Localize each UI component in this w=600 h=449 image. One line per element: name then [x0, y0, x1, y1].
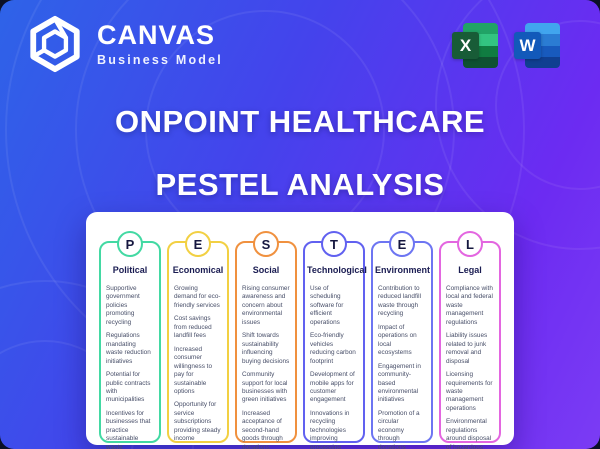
list-item: Use of scheduling software for efficient… [310, 285, 344, 326]
list-item: Supportive government policies promoting… [106, 285, 140, 326]
list-item: Liability issues related to junk removal… [446, 332, 488, 365]
column-items: Growing demand for eco-friendly services… [169, 285, 227, 449]
word-sheet-bands [525, 23, 560, 68]
page-title: ONPOINT HEALTHCARE [114, 104, 486, 139]
column-title: Social [252, 265, 280, 275]
excel-sheet-bands [463, 23, 498, 68]
pestel-columns: P Political Supportive government polici… [86, 212, 514, 449]
column-items: Rising consumer awareness and concern ab… [237, 285, 295, 449]
column-economical: E Economical Growing demand for eco-frie… [167, 231, 229, 449]
page-subtitle: PESTEL ANALYSIS [155, 167, 445, 202]
list-item: Development of mobile apps for customer … [310, 371, 355, 404]
letter-badge-l: L [457, 231, 483, 257]
list-item: Impact of operations on local ecosystems [378, 323, 417, 357]
list-item: Contribution to reduced landfill waste t… [378, 285, 421, 318]
list-item: Opportunity for service subscriptions pr… [174, 401, 221, 443]
brand-logo[interactable]: CANVAS Business Model [26, 15, 223, 73]
list-item: Innovations in recycling technologies im… [310, 409, 350, 449]
letter-badge-t: T [321, 231, 347, 257]
list-item: Compliance with local and federal waste … [446, 285, 493, 326]
column-legal: L Legal Compliance with local and federa… [439, 231, 501, 449]
letter-badge-s: S [253, 231, 279, 257]
brand-text-block: CANVAS Business Model [97, 19, 223, 67]
list-item: Rising consumer awareness and concern ab… [242, 285, 290, 326]
list-item: Potential for public contracts with muni… [106, 371, 151, 404]
list-item: Regulations mandating waste reduction in… [106, 332, 151, 365]
brand-tagline: Business Model [97, 52, 223, 67]
list-item: Engagement in community-based environmen… [378, 362, 421, 404]
column-title: Environment [375, 265, 431, 275]
pestel-card: P Political Supportive government polici… [86, 212, 514, 449]
list-item: Increased acceptance of second-hand good… [242, 409, 283, 449]
word-icon[interactable]: W [514, 23, 560, 68]
column-items: Contribution to reduced landfill waste t… [373, 285, 431, 449]
column-title: Political [112, 265, 148, 275]
list-item: Growing demand for eco-friendly services [174, 285, 221, 309]
list-item: Shift towards sustainability influencing… [242, 332, 290, 365]
column-items: Use of scheduling software for efficient… [305, 285, 363, 449]
column-title: Legal [458, 265, 482, 275]
list-item: Environmental regulations around disposa… [446, 418, 492, 449]
hexagon-logo-icon [30, 15, 80, 73]
excel-letter-tile: X [452, 32, 479, 59]
column-items: Supportive government policies promoting… [101, 285, 159, 449]
column-technological: T Technological Use of scheduling softwa… [303, 231, 367, 449]
list-item: Increased consumer willingness to pay fo… [174, 345, 213, 395]
list-item: Licensing requirements for waste managem… [446, 371, 493, 412]
column-social: S Social Rising consumer awareness and c… [235, 231, 297, 449]
column-political: P Political Supportive government polici… [99, 231, 161, 449]
list-item: Incentives for businesses that practice … [106, 409, 151, 449]
list-item: Cost savings from reduced landfill fees [174, 315, 212, 340]
letter-badge-p: P [117, 231, 143, 257]
list-item: Community support for local businesses w… [242, 371, 288, 404]
column-title: Technological [307, 265, 367, 275]
brand-name: CANVAS [97, 19, 216, 50]
letter-badge-e2: E [389, 231, 415, 257]
list-item: Eco-friendly vehicles reducing carbon fo… [310, 332, 356, 365]
column-title: Economical [172, 265, 224, 275]
word-letter-tile: W [514, 32, 541, 59]
excel-icon[interactable]: X [452, 23, 498, 68]
column-environment: E Environment Contribution to reduced la… [371, 231, 433, 449]
column-items: Compliance with local and federal waste … [441, 285, 499, 449]
letter-badge-e1: E [185, 231, 211, 257]
list-item: Promotion of a circular economy through … [378, 409, 420, 449]
